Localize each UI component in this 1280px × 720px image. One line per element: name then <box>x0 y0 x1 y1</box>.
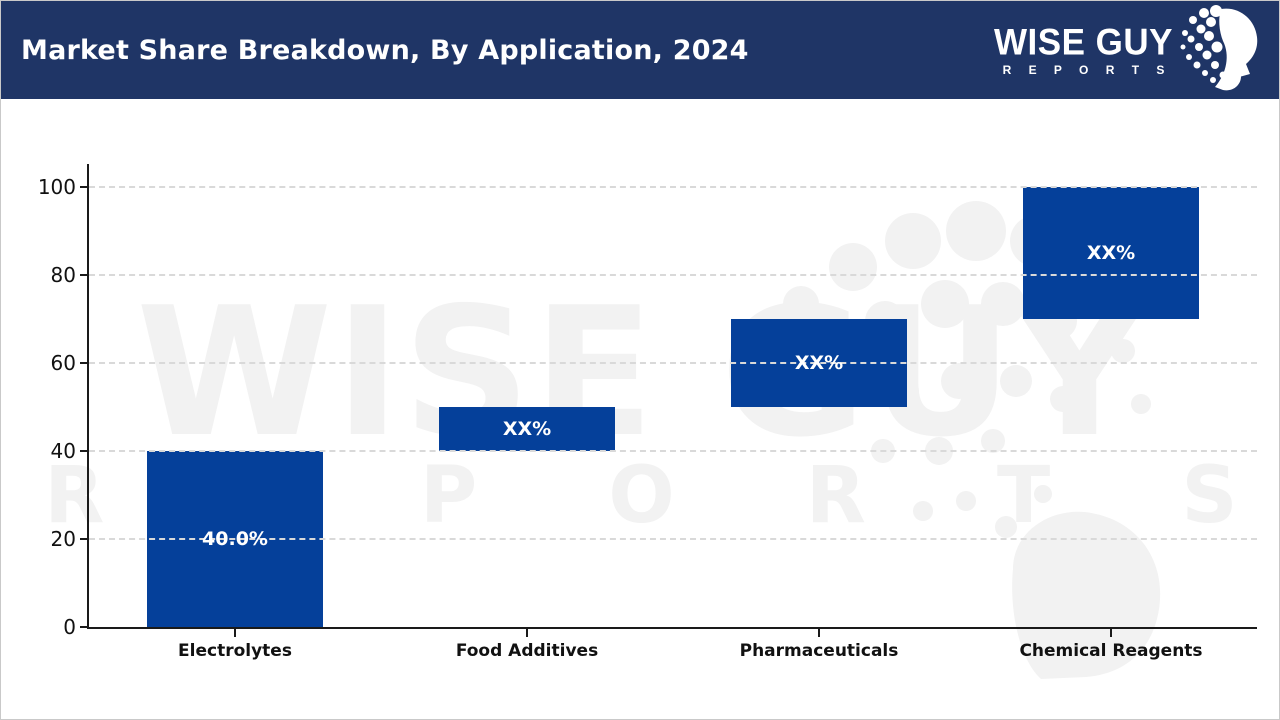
plot-area: WISE GUY R E P O R T S 0 20 40 60 80 100 40.0%… <box>1 99 1279 719</box>
watermark-text-line1: WISE GUY <box>136 269 1146 476</box>
y-tick-label-20: 20 <box>50 526 76 551</box>
wise-guy-reports-logo: WISE GUY R E P O R T S <box>994 5 1261 95</box>
gridline-40 <box>89 449 1257 452</box>
bar-value-label-4: XX% <box>1086 241 1136 264</box>
y-tick-label-100: 100 <box>37 174 76 199</box>
logo-wordmark-line2: R E P O R T S <box>1002 62 1172 77</box>
x-tick-mark-2 <box>526 629 528 637</box>
dotted-face-icon <box>1180 5 1258 91</box>
x-tick-mark-1 <box>234 629 236 637</box>
y-tick-mark-20 <box>80 537 88 540</box>
page-title: Market Share Breakdown, By Application, … <box>21 34 749 66</box>
logo-wordmark-line1: WISE GUY <box>993 21 1173 63</box>
x-tick-mark-3 <box>818 629 820 637</box>
logo-wordmark: WISE GUY R E P O R T S <box>993 21 1173 77</box>
y-tick-mark-100 <box>80 185 88 188</box>
y-axis-spine <box>87 164 89 629</box>
bar-value-label-3: XX% <box>794 351 844 374</box>
header-band: Market Share Breakdown, By Application, … <box>1 1 1279 99</box>
bar-value-label-2: XX% <box>502 417 552 440</box>
y-tick-label-0: 0 <box>63 615 76 639</box>
x-tick-label-pharmaceuticals: Pharmaceuticals <box>739 641 899 661</box>
gridline-80 <box>89 273 1257 276</box>
y-tick-mark-40 <box>80 449 88 452</box>
y-tick-label-40: 40 <box>50 438 76 463</box>
bar-food-additives <box>439 406 615 451</box>
gridline-20 <box>89 537 1257 540</box>
y-tick-label-60: 60 <box>50 350 76 375</box>
x-tick-label-electrolytes: Electrolytes <box>178 641 292 661</box>
x-tick-mark-4 <box>1110 629 1112 637</box>
x-tick-label-chemical-reagents: Chemical Reagents <box>1019 641 1203 661</box>
x-tick-label-food-additives: Food Additives <box>455 641 599 661</box>
x-axis-spine <box>87 627 1257 629</box>
y-tick-mark-60 <box>80 361 88 364</box>
y-tick-mark-80 <box>80 273 88 276</box>
y-tick-label-80: 80 <box>50 262 76 287</box>
gridline-60 <box>89 361 1257 364</box>
bar-value-label-1: 40.0% <box>202 527 268 550</box>
y-tick-mark-0 <box>80 626 88 628</box>
gridline-100 <box>89 185 1257 188</box>
